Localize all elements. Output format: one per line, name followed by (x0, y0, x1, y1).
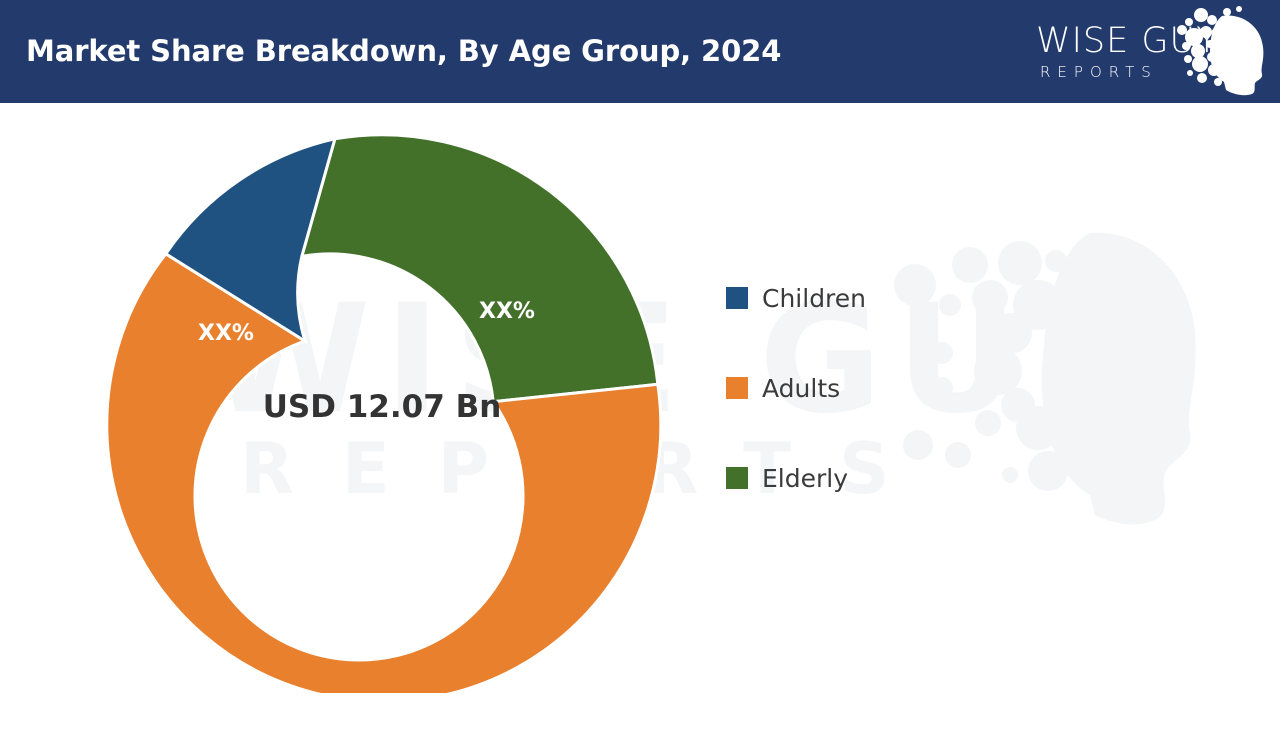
svg-text:REPORTS: REPORTS (1040, 63, 1158, 81)
legend-item-elderly[interactable]: Elderly (726, 433, 986, 523)
slice-label-adults: 59.2% (299, 730, 376, 755)
legend-swatch-children (726, 287, 748, 309)
chart-legend: Children Adults Elderly (726, 253, 986, 523)
slice-label-elderly: XX% (479, 299, 535, 324)
legend-item-adults[interactable]: Adults (726, 343, 986, 433)
slice-label-children: XX% (198, 321, 254, 346)
slice-elderly (299, 133, 660, 404)
legend-swatch-elderly (726, 467, 748, 489)
page-title: Market Share Breakdown, By Age Group, 20… (26, 34, 782, 68)
donut-rings (105, 133, 665, 704)
page-header: Market Share Breakdown, By Age Group, 20… (0, 0, 1280, 103)
wise-guy-reports-logo: WISE GUY REPORTS (1026, 4, 1276, 99)
legend-item-children[interactable]: Children (726, 253, 986, 343)
legend-label-elderly: Elderly (762, 463, 849, 493)
donut-center-value: USD 12.07 Bn (262, 389, 502, 425)
legend-label-children: Children (762, 283, 867, 313)
donut-chart: XX% 59.2% XX% USD 12.07 Bn (0, 103, 720, 755)
legend-label-adults: Adults (762, 373, 841, 403)
slice-children (163, 136, 338, 345)
legend-swatch-adults (726, 377, 748, 399)
